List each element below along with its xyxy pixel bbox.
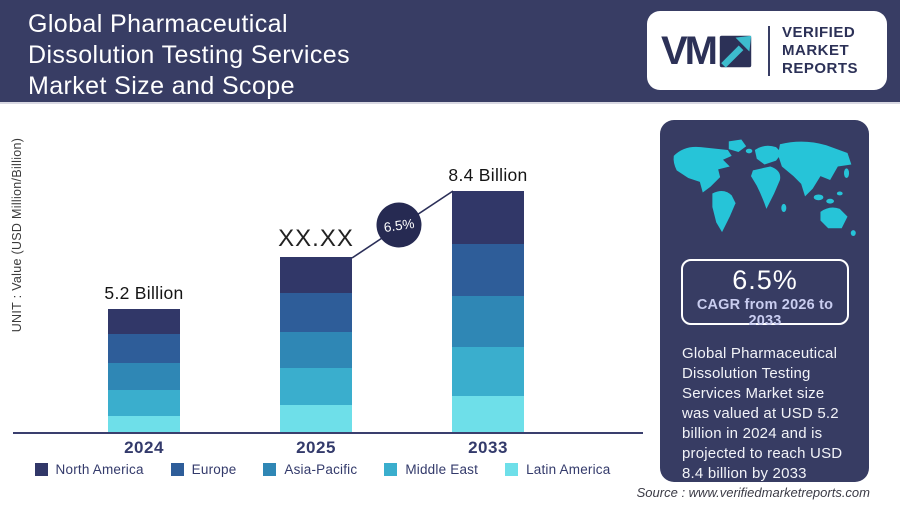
cagr-bubble [376,202,422,248]
sidebar-panel: 6.5% CAGR from 2026 to 2033 Global Pharm… [660,120,869,482]
vmr-logo-letters: VM [661,28,718,73]
cagr-caption: CAGR from 2026 to 2033 [696,297,834,329]
legend-item-europe: Europe [170,462,237,477]
bar-2024-segment-asia-pacific [108,363,180,390]
page-title-line2: Dissolution Testing Services [28,41,350,69]
x-tick-2033: 2033 [468,438,508,457]
x-tick-2024: 2024 [124,438,164,457]
bar-2033-segment-asia-pacific [452,296,524,347]
bar-value-label-2033: 8.4 Billion [448,165,528,185]
bar-2024 [108,309,180,433]
bar-2025-segment-latin-america [280,405,352,433]
bar-2033-segment-north-america [452,191,524,244]
world-map-icon [673,139,856,236]
bar-2024-segment-europe [108,334,180,363]
vmr-logo-mark: VM [661,31,754,71]
market-summary-text: Global Pharmaceutical Dissolution Testin… [682,345,843,482]
legend-swatch-asia-pacific [263,463,277,476]
legend-label-middle-east: Middle East [405,462,479,477]
legend-item-middle-east: Middle East [384,462,478,477]
bar-2025-segment-asia-pacific [280,332,352,368]
cagr-bubble-label: 6.5% [383,216,416,235]
vmr-logo: VM VERIFIED MARKET REPORTS [647,11,887,90]
bar-2033 [452,191,524,433]
cagr-box: 6.5% CAGR from 2026 to 2033 [681,259,849,329]
chart-legend: North America Europe Asia-Pacific Middle Ea… [0,462,645,477]
legend-label-north-america: North America [55,462,144,477]
bar-2024-segment-north-america [108,309,180,334]
bar-2025-segment-middle-east [280,368,352,405]
arrow-up-right-icon [719,35,752,68]
legend-item-asia-pacific: Asia-Pacific [263,462,357,477]
legend-swatch-latin-america [505,463,519,476]
legend-swatch-europe [170,463,184,476]
bar-value-label-2024: 5.2 Billion [104,283,184,303]
bar-2033-segment-middle-east [452,347,524,396]
page-title-line3: Market Size and Scope [28,72,295,100]
legend-label-latin-america: Latin America [526,462,611,477]
bar-2033-segment-latin-america [452,396,524,433]
logo-divider [768,25,770,76]
bar-2025-segment-north-america [280,257,352,293]
x-tick-2025: 2025 [296,438,336,457]
bar-2025-segment-europe [280,293,352,332]
legend-label-europe: Europe [191,462,237,477]
logo-name: VERIFIED MARKET REPORTS [782,23,859,77]
x-axis-line [13,432,643,434]
legend-item-north-america: North America [34,462,144,477]
bar-2033-segment-europe [452,244,524,296]
legend-swatch-middle-east [384,463,398,476]
bar-2024-segment-middle-east [108,390,180,416]
page-title: Global Pharmaceutical Dissolution Testin… [28,9,350,102]
legend-item-latin-america: Latin America [505,462,610,477]
bar-2024-segment-latin-america [108,416,180,433]
page-title-line1: Global Pharmaceutical [28,10,288,38]
source-attribution: Source : www.verifiedmarketreports.com [636,485,870,500]
cagr-value: 6.5% [732,265,798,295]
bar-value-label-2025: XX.XX [278,225,354,252]
header: Global Pharmaceutical Dissolution Testin… [0,0,900,104]
legend-swatch-north-america [34,463,48,476]
legend-label-asia-pacific: Asia-Pacific [284,462,358,477]
y-axis-unit-label: UNIT : Value (USD Million/Billion) [10,137,24,333]
bar-2025 [280,257,352,433]
